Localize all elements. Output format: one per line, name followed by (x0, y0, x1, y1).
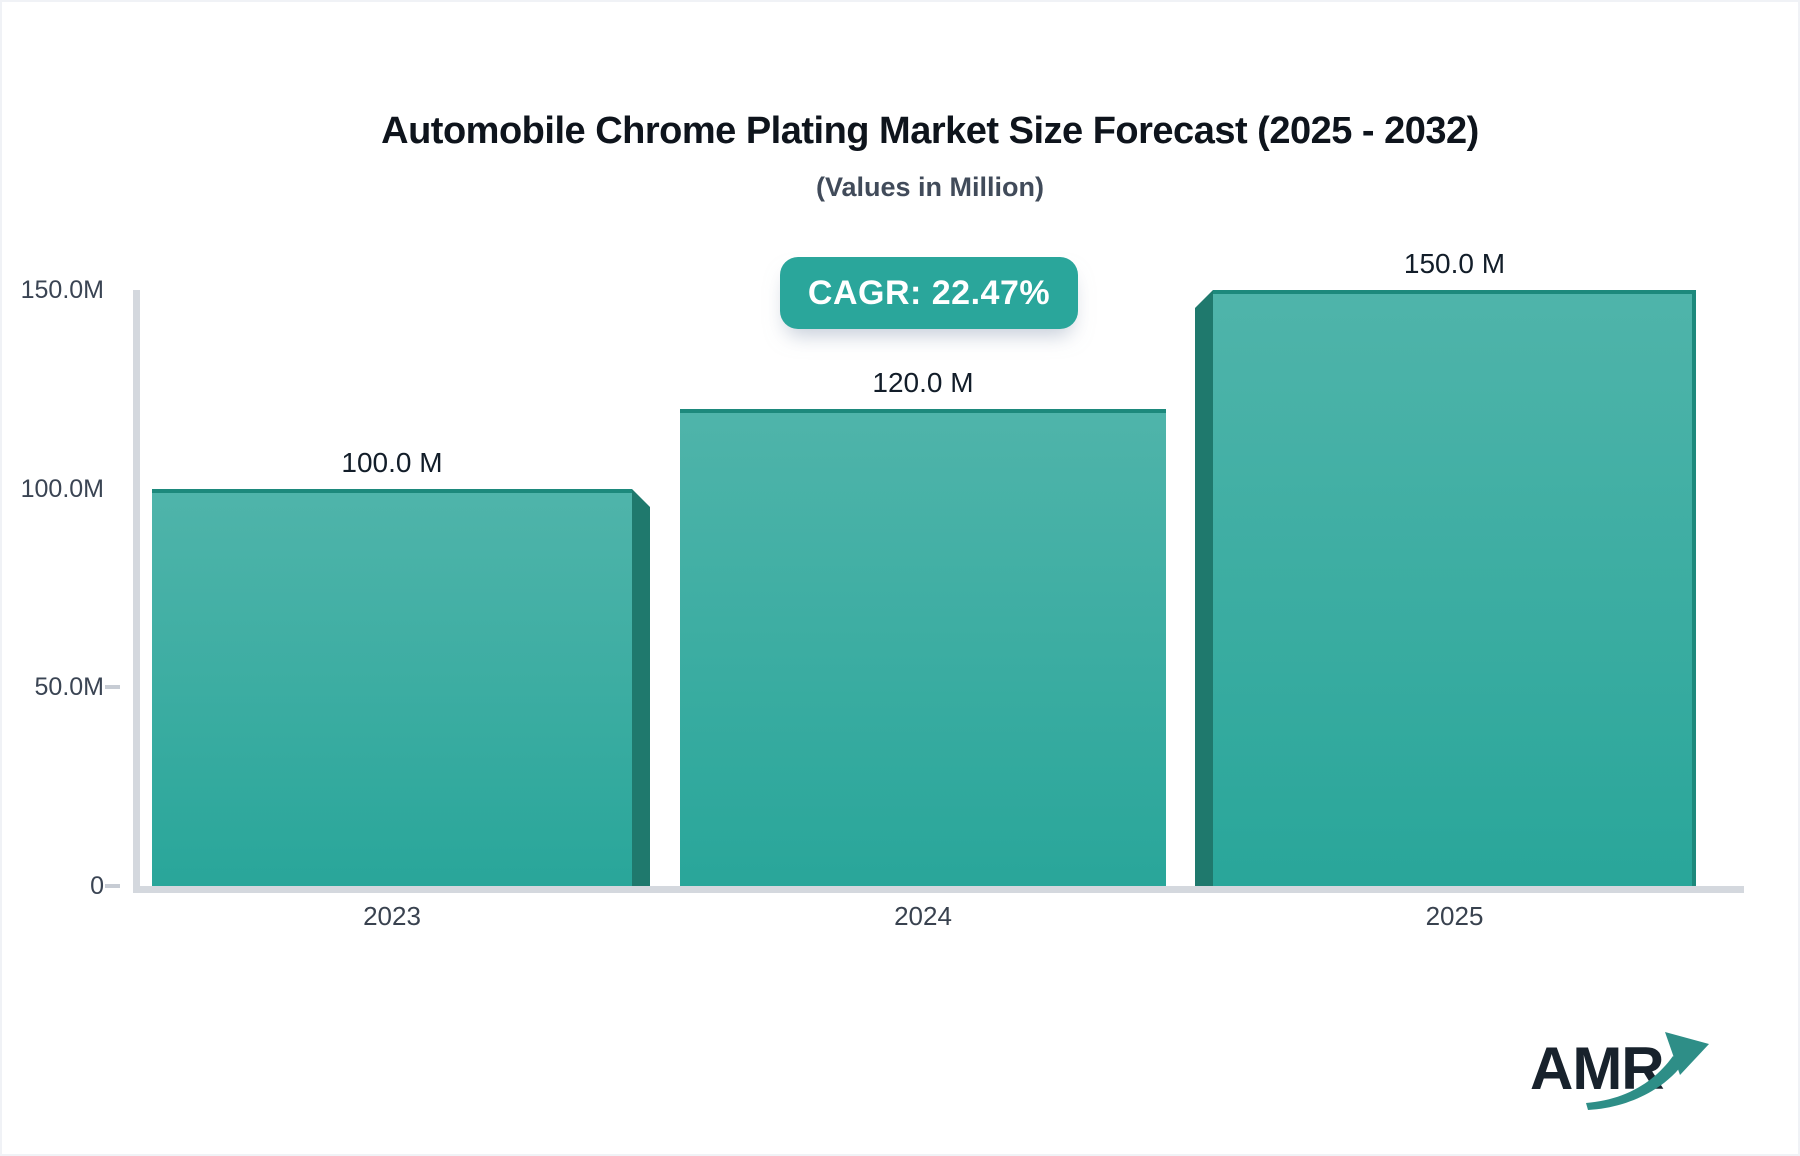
chart-subtitle: (Values in Million) (815, 172, 1045, 202)
cagr-badge-label: CAGR: 22.47% (807, 273, 1051, 312)
chart-title: Automobile Chrome Plating Market Size Fo… (381, 110, 1479, 152)
bar-value-label: 120.0 M (872, 367, 974, 398)
y-axis-tick-mark (105, 685, 120, 690)
x-axis-line (133, 886, 1744, 893)
bar-3d-side (632, 489, 650, 886)
bar-2025 (1213, 290, 1696, 886)
amr-logo: AMR (1530, 1024, 1730, 1120)
x-axis-label: 2025 (1425, 901, 1484, 931)
bar-2024 (680, 409, 1166, 886)
x-axis-label: 2023 (363, 901, 421, 931)
trend-up-arrow-icon (1586, 1032, 1709, 1110)
cagr-badge: CAGR: 22.47% (780, 257, 1078, 329)
y-axis-tick-label: 50.0M (34, 673, 104, 702)
bar-value-label: 100.0 M (341, 447, 443, 478)
bar-value-label: 150.0 M (1403, 248, 1506, 279)
bar-2023 (152, 489, 632, 886)
y-axis-tick-label: 0 (90, 872, 104, 900)
bar-3d-side (1195, 290, 1213, 886)
y-axis-tick-label: 100.0M (20, 474, 104, 503)
y-axis-tick-mark (105, 884, 120, 888)
x-axis-label: 2024 (894, 901, 952, 931)
y-axis-line (133, 290, 140, 893)
y-axis-tick-label: 150.0M (20, 276, 104, 304)
